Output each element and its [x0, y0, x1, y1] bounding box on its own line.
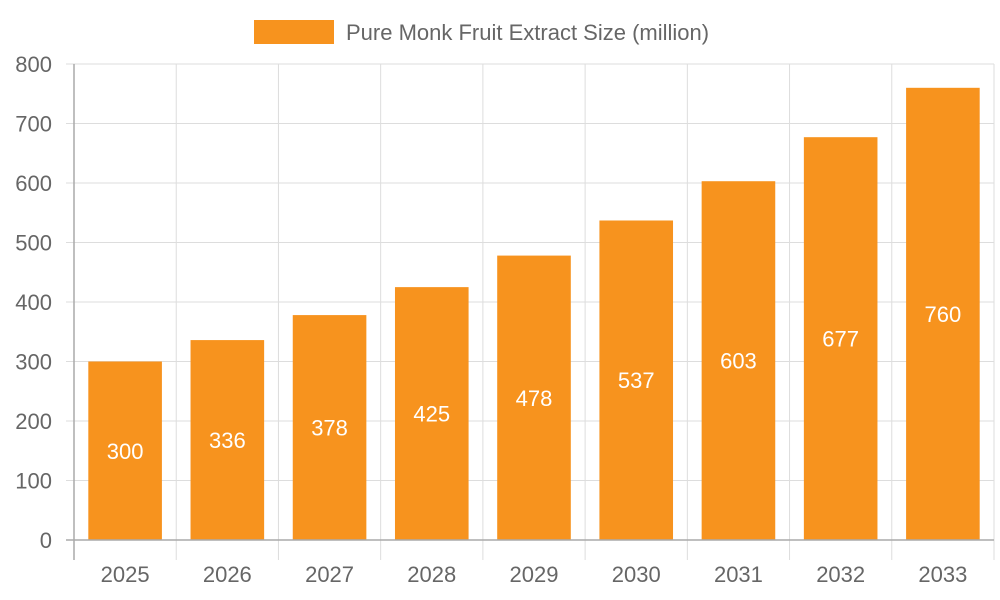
- bar[interactable]: [190, 340, 265, 540]
- y-tick-label: 800: [15, 52, 52, 77]
- y-tick-label: 0: [40, 528, 52, 553]
- bar[interactable]: [394, 287, 469, 540]
- bar-data-label: 603: [720, 349, 757, 374]
- x-tick-label: 2025: [101, 562, 150, 587]
- bar-data-label: 300: [107, 439, 144, 464]
- bar-data-label: 677: [822, 327, 859, 352]
- x-tick-label: 2033: [918, 562, 967, 587]
- bar[interactable]: [88, 361, 162, 541]
- x-tick-label: 2026: [203, 562, 252, 587]
- y-tick-label: 200: [15, 409, 52, 434]
- legend[interactable]: Pure Monk Fruit Extract Size (million): [254, 20, 709, 45]
- bar[interactable]: [497, 255, 571, 540]
- bar-data-label: 537: [618, 368, 655, 393]
- legend-label[interactable]: Pure Monk Fruit Extract Size (million): [346, 20, 709, 45]
- axes: 0 100 200 300 400 500 600 700 800 2025 2026 2027 202…: [15, 52, 994, 587]
- bar-data-label: 336: [209, 428, 246, 453]
- x-tick-label: 2032: [816, 562, 865, 587]
- bar[interactable]: [906, 87, 980, 541]
- y-tick-label: 700: [15, 112, 52, 137]
- bar[interactable]: [803, 137, 878, 540]
- y-tick-label: 500: [15, 231, 52, 256]
- x-tick-label: 2030: [612, 562, 661, 587]
- bar-data-label: 378: [311, 416, 348, 441]
- bar[interactable]: [701, 181, 776, 540]
- x-tick-label: 2027: [305, 562, 354, 587]
- x-tick-label: 2029: [510, 562, 559, 587]
- legend-swatch[interactable]: [254, 20, 334, 44]
- x-tick-label: 2031: [714, 562, 763, 587]
- bar-data-label: 478: [516, 386, 553, 411]
- y-tick-label: 600: [15, 171, 52, 196]
- x-tick-label: 2028: [407, 562, 456, 587]
- bars: [88, 87, 980, 541]
- y-tick-label: 300: [15, 350, 52, 375]
- bar[interactable]: [292, 315, 367, 540]
- bar-data-label: 425: [413, 402, 450, 427]
- bar-data-label: 760: [925, 302, 962, 327]
- y-tick-label: 100: [15, 469, 52, 494]
- bar[interactable]: [599, 220, 674, 541]
- data-labels: 300 336 378 425 478 537 603 677 760: [107, 302, 961, 464]
- y-tick-label: 400: [15, 290, 52, 315]
